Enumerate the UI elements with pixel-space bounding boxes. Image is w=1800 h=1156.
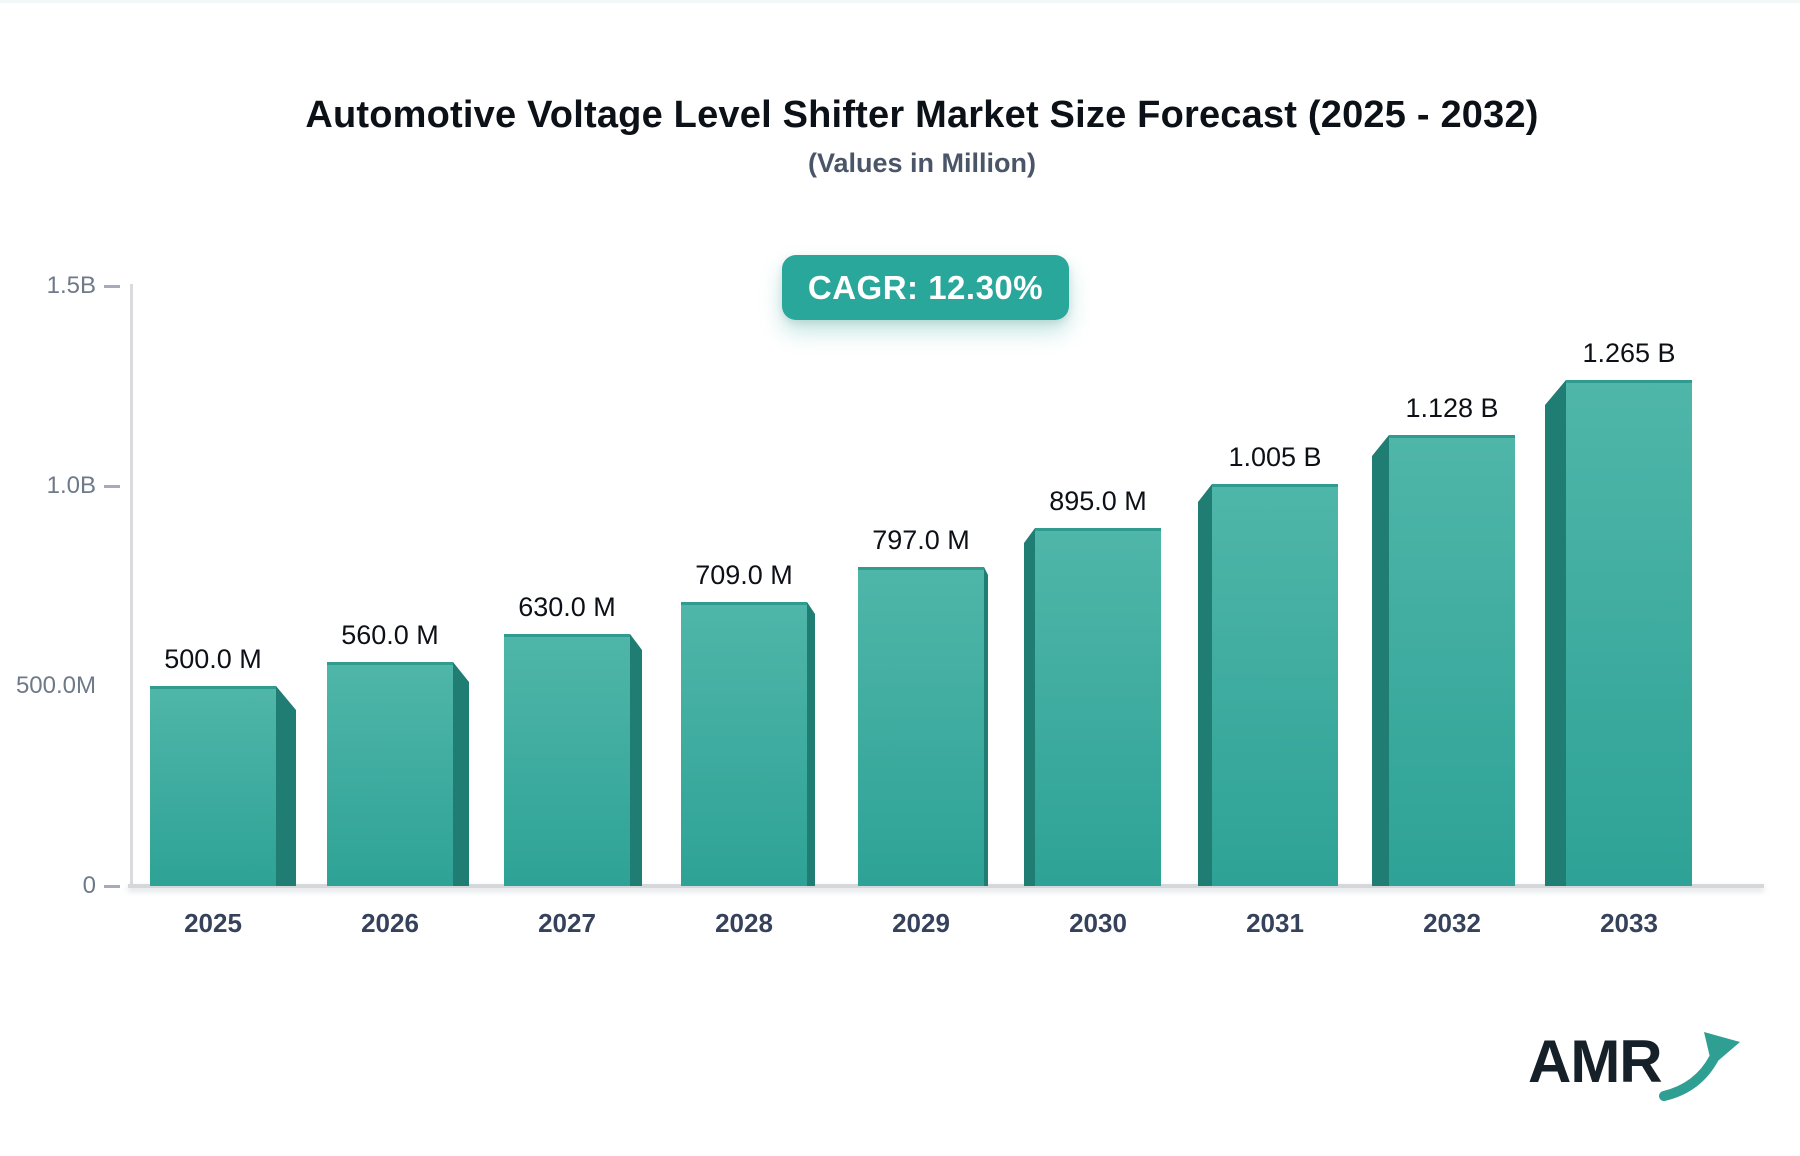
y-tick-dash [104, 285, 120, 288]
x-label-2026: 2026 [361, 908, 419, 938]
top-edge-divider [0, 0, 1800, 3]
bar-side-2026 [453, 662, 469, 886]
bar-value-label-2030: 895.0 M [1049, 486, 1147, 516]
growth-arrow-icon [1658, 1030, 1742, 1109]
x-label-2031: 2031 [1246, 908, 1304, 938]
chart-title: Automotive Voltage Level Shifter Market … [305, 94, 1539, 136]
cagr-badge: CAGR: 12.30% [782, 255, 1069, 320]
bar-value-label-2032: 1.128 B [1405, 393, 1499, 423]
y-tick-label-0: 0 [82, 872, 96, 899]
bar-side-2029 [984, 567, 988, 886]
bar-2031[interactable] [1212, 484, 1338, 886]
y-tick-label-500.0M: 500.0M [15, 672, 96, 699]
x-label-2025: 2025 [184, 908, 242, 938]
y-tick-label-1.0B: 1.0B [46, 472, 96, 499]
x-label-2032: 2032 [1423, 908, 1481, 938]
bar-2029[interactable] [858, 567, 984, 886]
y-axis-line [130, 284, 133, 888]
bar-side-2027 [630, 634, 642, 886]
bar-side-2030 [1024, 528, 1035, 886]
bar-2030[interactable] [1035, 528, 1161, 886]
brand-logo-text: AMR [1528, 1028, 1663, 1095]
x-axis-baseline [128, 884, 1764, 888]
bar-value-label-2026: 560.0 M [341, 620, 439, 650]
y-tick-dash [104, 485, 120, 488]
bar-2025[interactable] [150, 686, 276, 886]
cagr-badge-label: CAGR: 12.30% [807, 268, 1044, 306]
bar-side-2033 [1545, 380, 1566, 886]
bar-2028[interactable] [681, 602, 807, 886]
bar-value-label-2029: 797.0 M [872, 525, 970, 555]
x-label-2028: 2028 [715, 908, 773, 938]
bar-side-2032 [1372, 435, 1389, 886]
bar-side-2025 [276, 686, 296, 886]
x-label-2027: 2027 [538, 908, 596, 938]
bar-side-2031 [1198, 484, 1212, 886]
x-label-2029: 2029 [892, 908, 950, 938]
bar-2033[interactable] [1566, 380, 1692, 886]
x-label-2033: 2033 [1600, 908, 1658, 938]
chart-subtitle: (Values in Million) [807, 148, 1037, 178]
bar-2026[interactable] [327, 662, 453, 886]
y-tick-dash [104, 885, 120, 888]
bar-side-2028 [807, 602, 815, 886]
y-tick-label-1.5B: 1.5B [46, 272, 96, 299]
bar-value-label-2031: 1.005 B [1228, 442, 1322, 472]
bar-2032[interactable] [1389, 435, 1515, 886]
bar-value-label-2033: 1.265 B [1582, 338, 1676, 368]
x-label-2030: 2030 [1069, 908, 1127, 938]
bar-value-label-2028: 709.0 M [695, 560, 793, 590]
brand-logo: AMR [1528, 1032, 1742, 1109]
bar-value-label-2027: 630.0 M [518, 592, 616, 622]
bar-value-label-2025: 500.0 M [164, 644, 262, 674]
bar-2027[interactable] [504, 634, 630, 886]
